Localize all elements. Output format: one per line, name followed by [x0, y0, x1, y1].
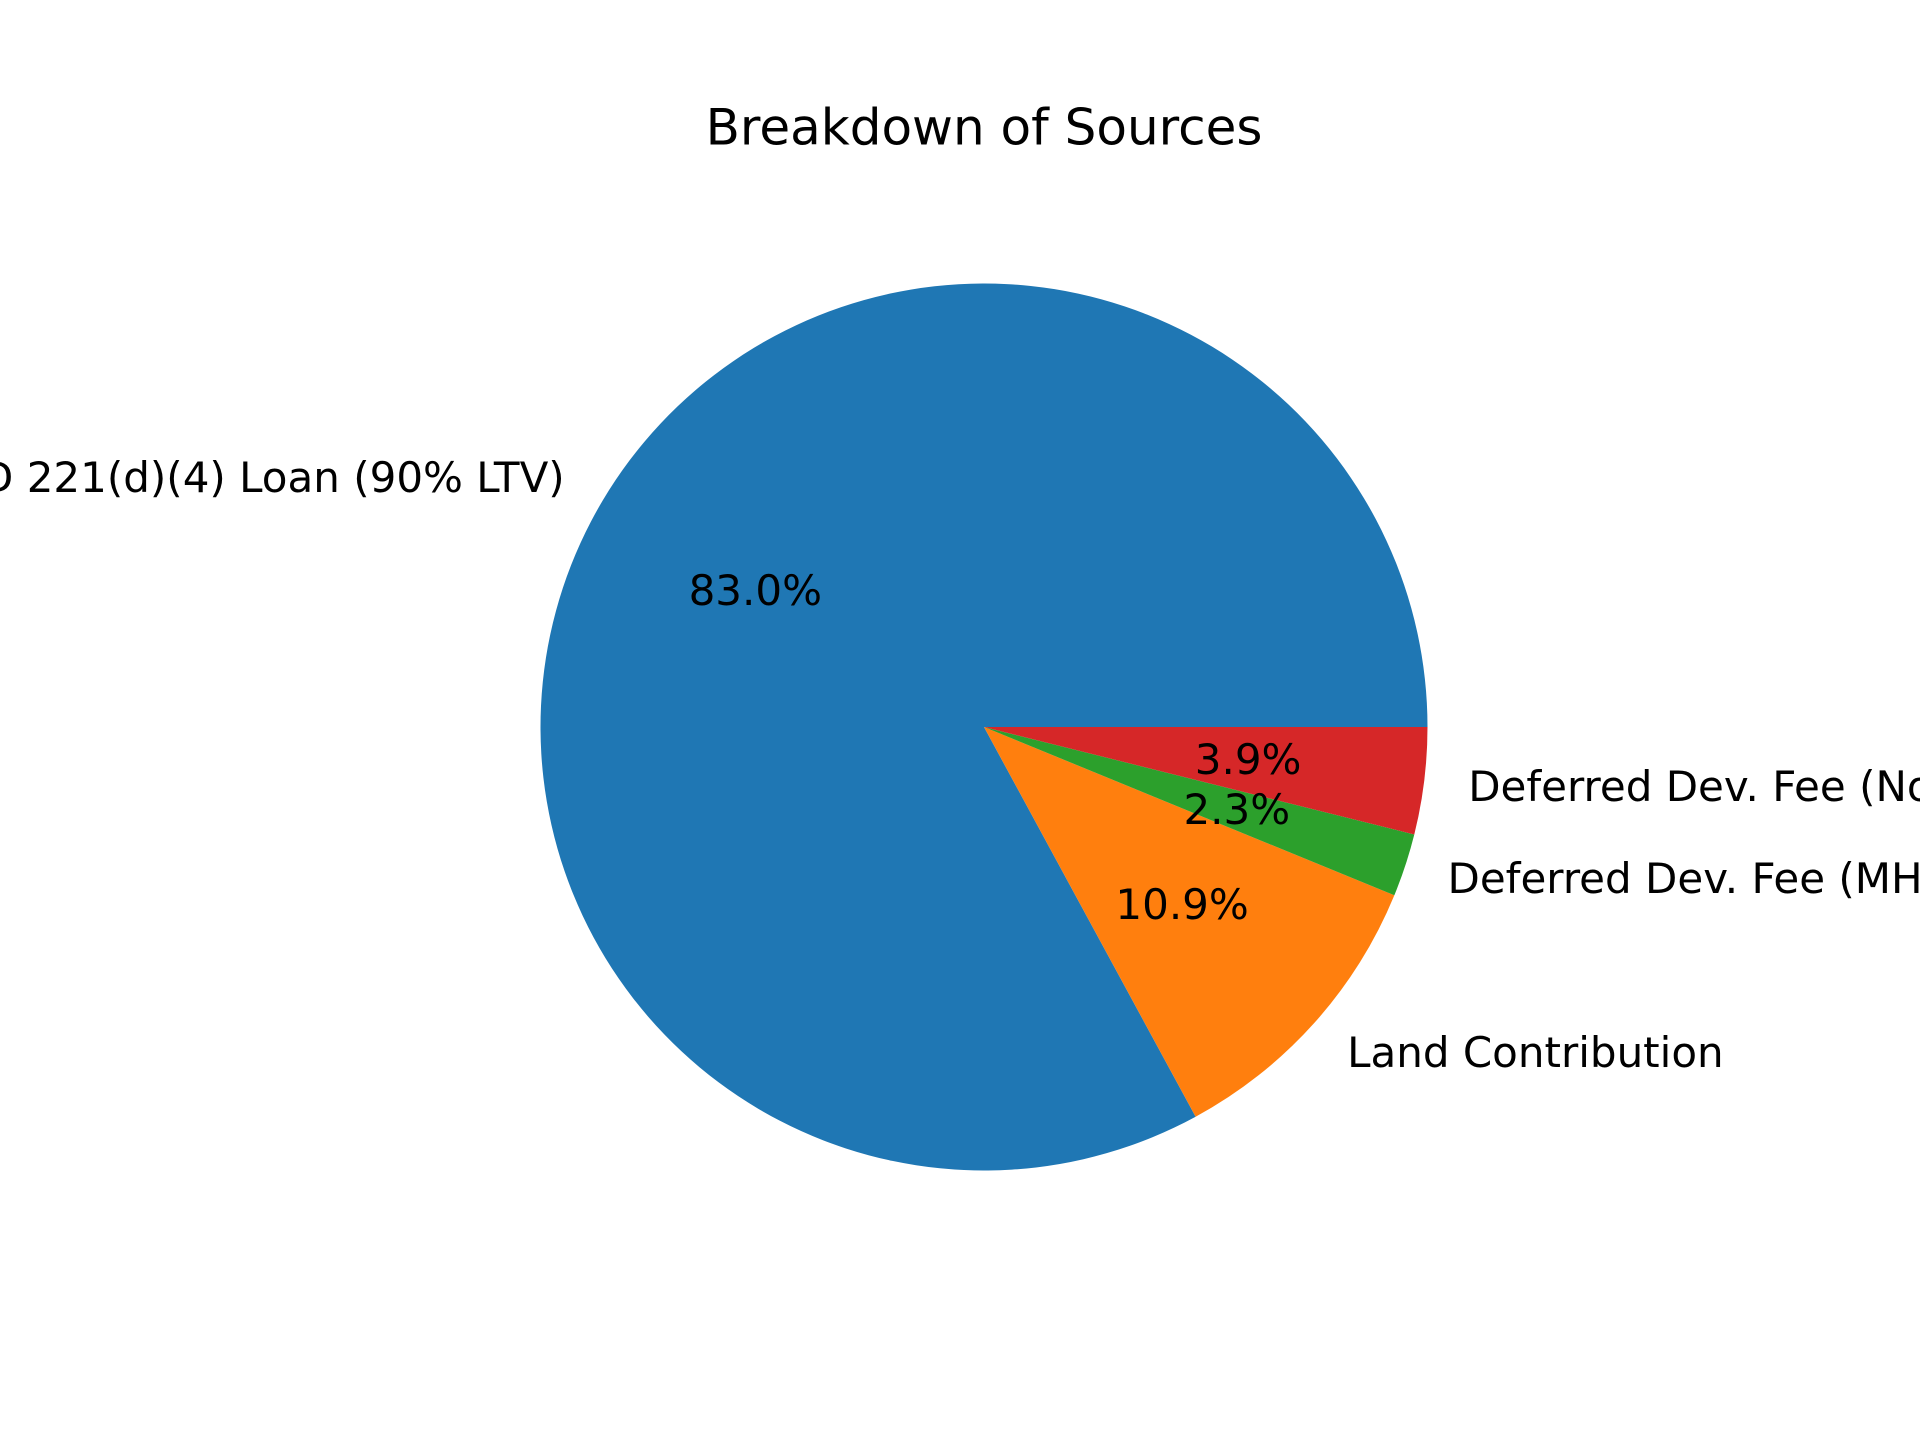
pie-slice-2: [984, 727, 1415, 896]
pct-label-2: 2.3%: [1183, 784, 1291, 834]
slice-label-0: D 221(d)(4) Loan (90% LTV): [0, 452, 565, 502]
chart-title: Breakdown of Sources: [705, 98, 1263, 157]
slice-label-3: Deferred Dev. Fee (No: [1468, 761, 1920, 811]
pie-slice-1: [984, 727, 1395, 1117]
pct-label-3: 3.9%: [1194, 734, 1302, 784]
slice-label-2: Deferred Dev. Fee (MH: [1447, 854, 1920, 903]
pct-label-0: 83.0%: [688, 565, 823, 615]
pct-label-1: 10.9%: [1115, 879, 1249, 929]
pie-slice-3: [984, 727, 1428, 835]
slice-label-1: Land Contribution: [1347, 1027, 1724, 1077]
